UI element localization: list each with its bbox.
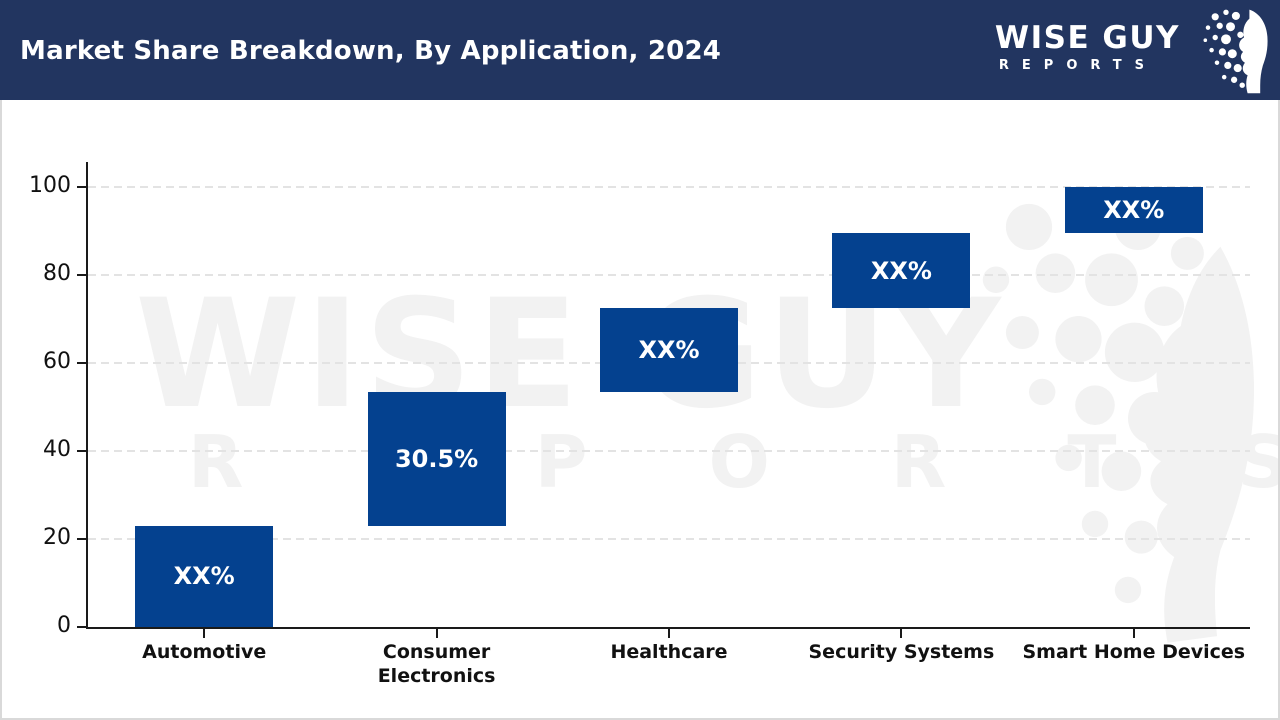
page-border-bottom <box>0 718 1280 720</box>
x-axis-line <box>86 627 1250 629</box>
bar-segment: XX% <box>1064 187 1203 234</box>
y-tick-label: 80 <box>43 261 71 286</box>
bar-value-label: XX% <box>870 256 932 285</box>
y-tick-label: 60 <box>43 349 71 374</box>
x-axis-tick <box>1132 629 1135 638</box>
page-border-right <box>1278 100 1280 720</box>
x-category-label: Automotive <box>142 641 267 663</box>
bar-segment: XX% <box>832 233 971 308</box>
y-tick-label: 20 <box>43 525 71 550</box>
x-category-label: Consumer Electronics <box>377 641 496 687</box>
y-tick-label: 40 <box>43 437 71 462</box>
x-category-label: Security Systems <box>808 641 995 663</box>
brand-logo-subtitle: REPORTS <box>998 57 1158 73</box>
brand-logo-name: WISE GUY <box>994 20 1180 56</box>
brand-logo-head-icon <box>1203 9 1268 94</box>
y-gridline <box>88 186 1250 188</box>
y-tick-label: 100 <box>29 173 71 198</box>
header-bar: Market Share Breakdown, By Application, … <box>0 0 1280 100</box>
x-axis-tick <box>203 629 206 638</box>
page-border-left <box>0 100 2 720</box>
bar-segment: 30.5% <box>367 391 506 526</box>
x-axis-tick <box>668 629 670 638</box>
y-axis-tick <box>77 362 86 364</box>
x-category-label: Healthcare <box>610 641 728 663</box>
watermark-head-icon <box>982 190 1255 643</box>
bar-value-label: 30.5% <box>394 444 479 473</box>
y-gridline <box>88 538 1250 540</box>
y-axis-line <box>86 162 88 629</box>
chart-title: Market Share Breakdown, By Application, … <box>20 36 722 66</box>
x-category-label: Smart Home Devices <box>1022 641 1246 663</box>
y-tick-label: 0 <box>57 613 71 638</box>
x-axis-tick <box>900 629 903 638</box>
y-axis-tick <box>77 450 86 452</box>
y-axis-tick <box>77 538 86 540</box>
y-axis-tick <box>77 626 86 628</box>
brand-logo: WISE GUY REPORTS <box>995 22 1180 73</box>
x-axis-tick <box>435 629 438 638</box>
bar-segment: XX% <box>135 525 274 627</box>
y-axis-tick <box>77 186 86 188</box>
y-axis-tick <box>77 274 86 276</box>
y-gridline <box>88 450 1250 452</box>
y-gridline <box>88 274 1250 276</box>
bar-value-label: XX% <box>173 562 235 591</box>
bar-value-label: XX% <box>638 335 700 364</box>
bar-segment: XX% <box>600 308 738 392</box>
bar-value-label: XX% <box>1103 196 1165 225</box>
